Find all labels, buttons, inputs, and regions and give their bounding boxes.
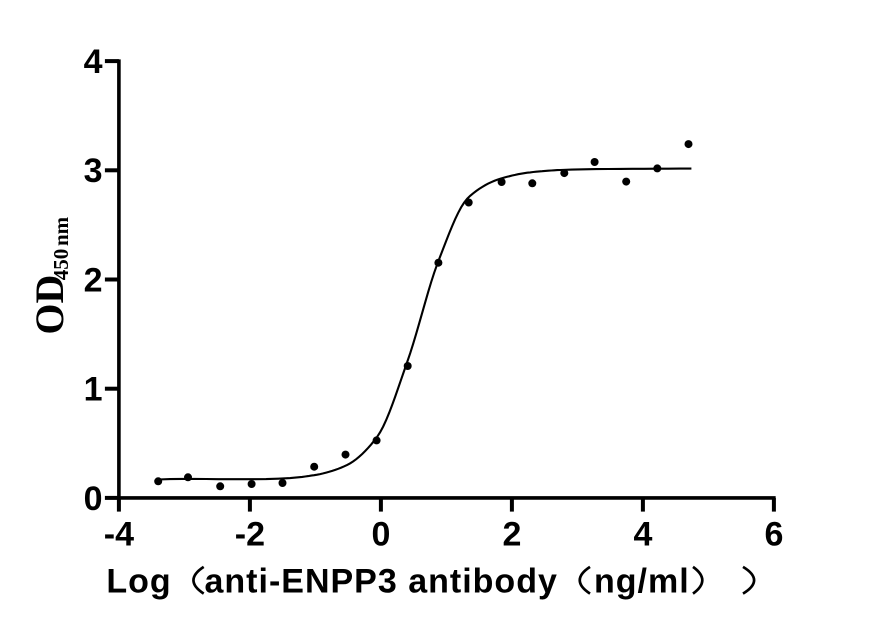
svg-text:2: 2 [502,515,521,553]
svg-text:2: 2 [84,261,103,299]
svg-text:OD: OD [27,275,72,335]
svg-text:4: 4 [633,515,652,553]
svg-text:3: 3 [84,152,103,190]
svg-text:-2: -2 [235,515,265,553]
svg-text:anti-ENPP3 antibody: anti-ENPP3 antibody [205,562,558,600]
svg-text:Log: Log [106,562,171,600]
svg-text:0: 0 [84,480,103,518]
svg-text:-4: -4 [104,515,134,553]
svg-text:6: 6 [764,515,783,553]
svg-text:450: 450 [49,249,73,281]
svg-text:4: 4 [84,43,103,81]
svg-text:ng/ml: ng/ml [594,562,690,600]
svg-text:nm: nm [49,216,73,246]
svg-text:0: 0 [371,515,390,553]
svg-text:1: 1 [84,371,103,409]
